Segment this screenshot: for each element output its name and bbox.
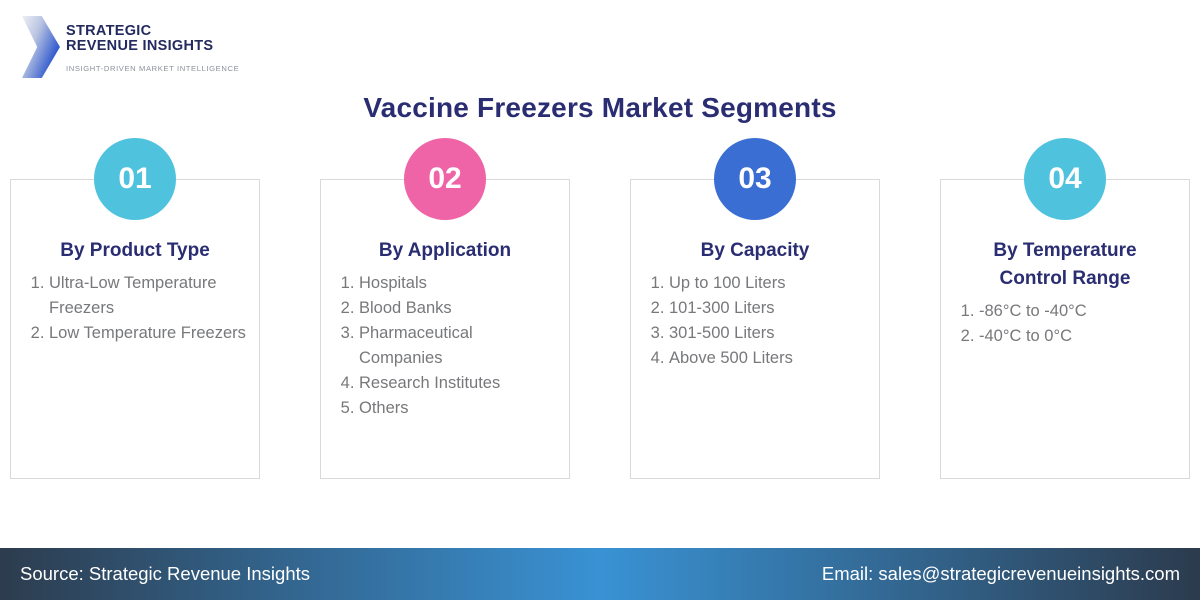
brand-name-line1: STRATEGIC [66, 23, 152, 39]
page-title: Vaccine Freezers Market Segments [363, 92, 837, 123]
chevron-logo-icon [22, 16, 60, 78]
list-item: 101-300 Liters [669, 296, 869, 321]
footer-source-text: Source: Strategic Revenue Insights [20, 563, 310, 584]
segment-heading: By Temperature Control Range [993, 240, 1137, 289]
segment-2-number-badge: 02 [404, 138, 486, 220]
list-item: Pharmaceutical Companies [359, 321, 559, 371]
list-item: Ultra-Low Temperature Freezers [49, 271, 249, 321]
segment-card-temperature-range: By Temperature Control Range -86°C to -4… [940, 179, 1190, 479]
brand-name: STRATEGIC REVENUE INSIGHTS [66, 24, 213, 54]
list-item: Others [359, 396, 559, 421]
brand-name-line2: REVENUE INSIGHTS [66, 38, 214, 54]
segment-1-number-badge: 01 [94, 138, 176, 220]
segment-card-capacity: By Capacity Up to 100 Liters 101-300 Lit… [630, 179, 880, 479]
segment-4-number-badge: 04 [1024, 138, 1106, 220]
footer-email-text: Email: sales@strategicrevenueinsights.co… [821, 563, 1180, 584]
list-item: Blood Banks [359, 296, 559, 321]
list-item: -40°C to 0°C [979, 324, 1179, 349]
segment-list: Ultra-Low Temperature Freezers Low Tempe… [11, 271, 249, 346]
list-item: Hospitals [359, 271, 559, 296]
segment-list: Up to 100 Liters 101-300 Liters 301-500 … [631, 271, 869, 371]
segment-heading: By Product Type [60, 240, 210, 261]
footer-bar: Source: Strategic Revenue Insights Email… [0, 548, 1200, 600]
list-item: -86°C to -40°C [979, 299, 1179, 324]
list-item: Up to 100 Liters [669, 271, 869, 296]
brand-tagline: INSIGHT-DRIVEN MARKET INTELLIGENCE [66, 64, 240, 73]
segment-list: Hospitals Blood Banks Pharmaceutical Com… [321, 271, 559, 421]
list-item: Low Temperature Freezers [49, 321, 249, 346]
list-item: Research Institutes [359, 371, 559, 396]
brand-logo: STRATEGIC REVENUE INSIGHTS INSIGHT-DRIVE… [14, 10, 314, 90]
segment-list: -86°C to -40°C -40°C to 0°C [941, 299, 1179, 349]
segment-heading: By Application [378, 240, 512, 261]
list-item: Above 500 Liters [669, 346, 869, 371]
segment-heading: By Capacity [700, 240, 810, 261]
list-item: 301-500 Liters [669, 321, 869, 346]
segment-3-number-badge: 03 [714, 138, 796, 220]
segment-card-application: By Application Hospitals Blood Banks Pha… [320, 179, 570, 479]
segment-card-product-type: By Product Type Ultra-Low Temperature Fr… [10, 179, 260, 479]
